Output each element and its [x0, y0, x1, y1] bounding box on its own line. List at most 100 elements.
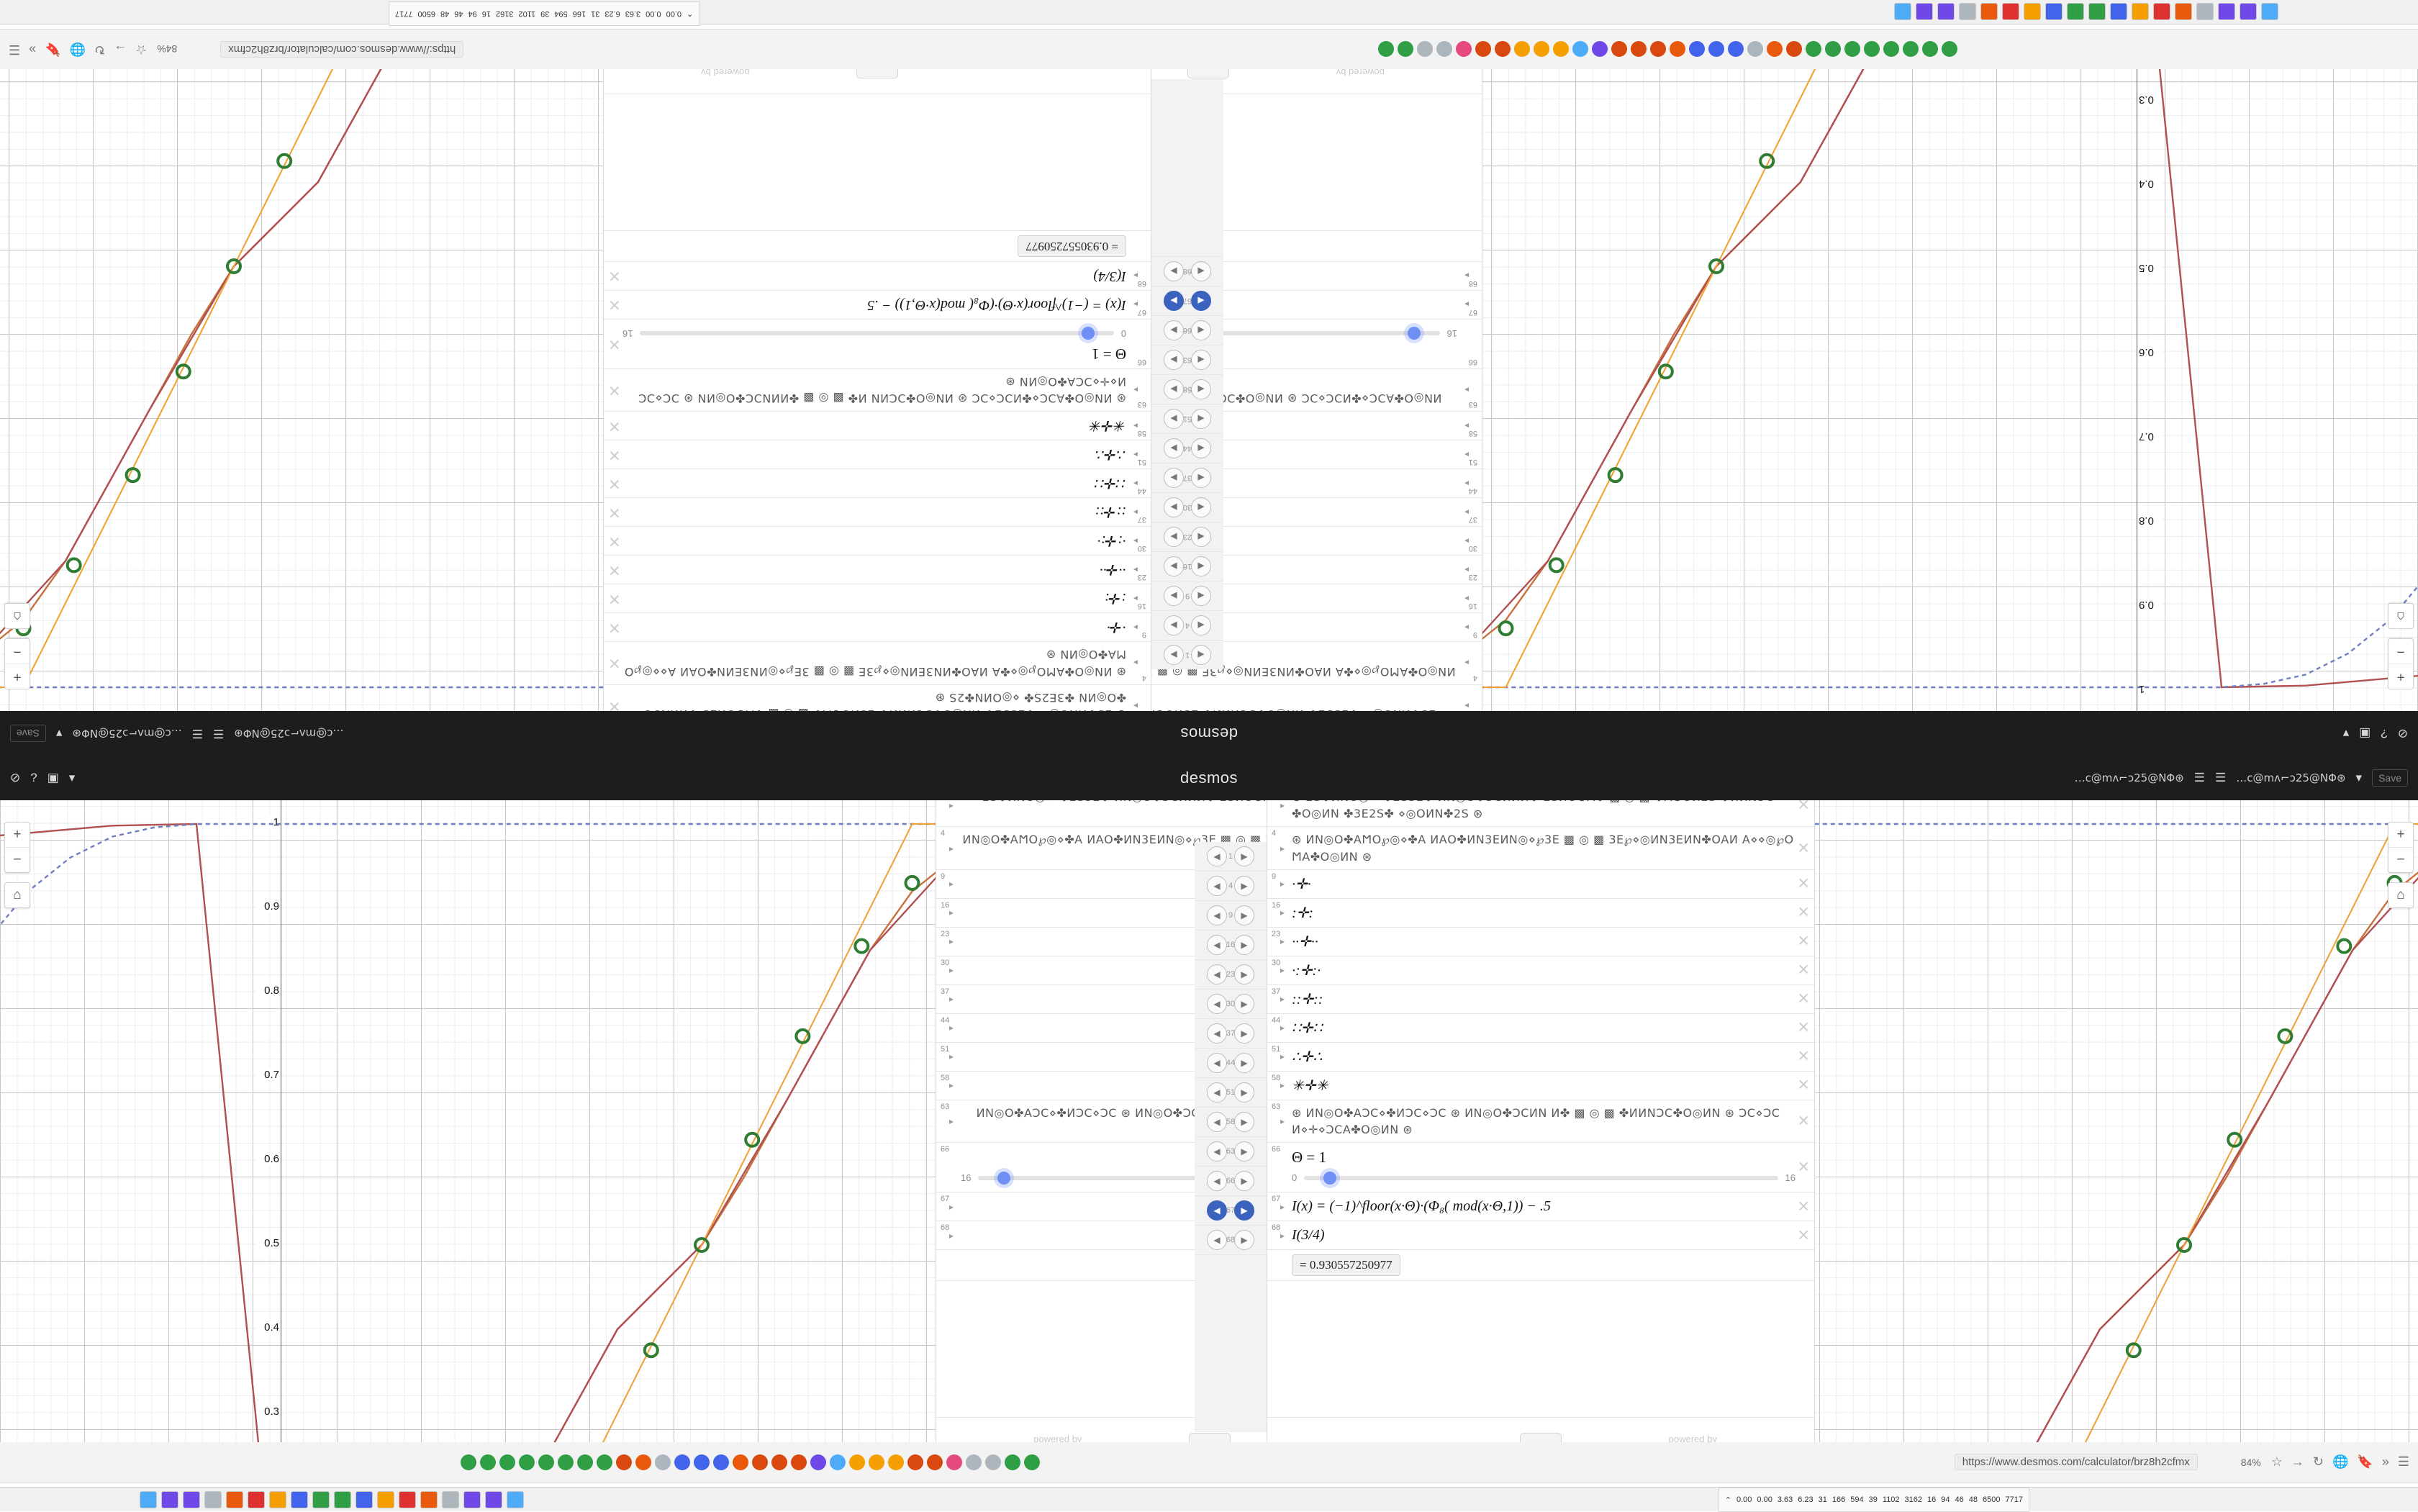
- taskbar-app-icon-8[interactable]: [312, 1490, 330, 1508]
- bookmark-favicon-22[interactable]: [888, 1454, 904, 1470]
- data-point[interactable]: [65, 557, 82, 574]
- delete-row-icon[interactable]: ✕: [608, 335, 621, 353]
- slider-knob[interactable]: [1082, 327, 1095, 340]
- expand-triangle-icon[interactable]: ▸: [1464, 658, 1469, 669]
- step-next-button[interactable]: ▶: [1234, 1141, 1254, 1162]
- expression-row[interactable]: 23 ✕ ▸ ··✛··: [604, 555, 1151, 584]
- data-point[interactable]: [1657, 363, 1674, 380]
- bookmark-favicon-16[interactable]: [771, 1454, 787, 1470]
- delete-row-icon[interactable]: ✕: [608, 381, 621, 399]
- delete-row-icon[interactable]: ✕: [1797, 1019, 1810, 1036]
- expand-triangle-icon[interactable]: ▸: [1280, 800, 1285, 811]
- expand-triangle-icon[interactable]: ▸: [949, 843, 954, 854]
- wm-caret-icon-3[interactable]: ▾: [68, 771, 76, 784]
- data-point[interactable]: [276, 153, 293, 169]
- bookmark-favicon-5[interactable]: [558, 1454, 574, 1470]
- home-icon[interactable]: ⌂: [2396, 609, 2405, 624]
- step-prev-button[interactable]: ◀: [1191, 438, 1211, 458]
- star-icon[interactable]: ☆: [135, 42, 148, 57]
- zoom-out-button[interactable]: −: [2396, 852, 2405, 867]
- wm-task-label-d[interactable]: …c@mʌ⌐ɔ25@NΦ⊛: [2236, 771, 2346, 784]
- taskbar-app-icon-1[interactable]: [161, 1490, 178, 1508]
- taskbar-app-icon-7[interactable]: [291, 1490, 308, 1508]
- bookmark-favicon-18[interactable]: [810, 1454, 826, 1470]
- expand-triangle-icon[interactable]: ▸: [949, 879, 954, 889]
- step-next-button[interactable]: ▶: [1164, 497, 1184, 517]
- expression-row[interactable]: 9 ✕ ▸ ·✛·: [604, 612, 1151, 642]
- expand-triangle-icon[interactable]: ▸: [949, 936, 954, 947]
- wm-list-icon-b[interactable]: ☰: [191, 727, 203, 741]
- taskbar-app-icon-8[interactable]: [2088, 3, 2106, 21]
- hamburger-icon[interactable]: ☰: [9, 42, 21, 57]
- expression-row[interactable]: 30 ✕ ▸ ·:✛:·: [604, 526, 1151, 556]
- expand-triangle-icon[interactable]: ▸: [1133, 658, 1138, 669]
- delete-row-icon[interactable]: ✕: [1797, 961, 1810, 979]
- delete-row-icon[interactable]: ✕: [608, 654, 621, 671]
- expression-row[interactable]: 58 ✕ ▸ ✳✛✳: [604, 411, 1151, 440]
- expression-row[interactable]: 51 ✕ ▸ ∴✛∴: [1267, 1043, 1814, 1072]
- step-prev-button[interactable]: ◀: [1207, 1171, 1227, 1191]
- zoom-in-button[interactable]: +: [5, 664, 30, 689]
- step-next-button[interactable]: ▶: [1234, 1053, 1254, 1073]
- expand-triangle-icon[interactable]: ▸: [1280, 1023, 1285, 1033]
- data-point[interactable]: [2277, 1028, 2294, 1044]
- delete-row-icon[interactable]: ✕: [1797, 1113, 1810, 1130]
- bookmark-favicon-24[interactable]: [1475, 41, 1491, 58]
- data-point[interactable]: [1498, 620, 1514, 637]
- step-next-button[interactable]: ▶: [1164, 261, 1184, 281]
- data-point[interactable]: [1759, 153, 1775, 169]
- bookmark-favicon-12[interactable]: [694, 1454, 710, 1470]
- expand-triangle-icon[interactable]: ▸: [949, 1201, 954, 1212]
- expression-row[interactable]: 16 ✕ ▸:✛:: [604, 584, 1151, 613]
- expand-triangle-icon[interactable]: ▸: [1280, 965, 1285, 976]
- bookmark-favicon-20[interactable]: [1553, 41, 1569, 58]
- wm-list-icon-a[interactable]: ☰: [212, 727, 225, 741]
- expand-triangle-icon[interactable]: ▸: [1464, 478, 1469, 489]
- bookmark-favicon-19[interactable]: [830, 1454, 846, 1470]
- step-prev-button[interactable]: ◀: [1207, 994, 1227, 1014]
- expand-triangle-icon[interactable]: ▸: [949, 1080, 954, 1091]
- wm-help-icon-2[interactable]: ?: [30, 771, 37, 784]
- slider-rail[interactable]: 0 16: [1292, 1171, 1796, 1185]
- step-prev-button[interactable]: ◀: [1207, 846, 1227, 866]
- expand-triangle-icon[interactable]: ▸: [1133, 700, 1138, 711]
- expand-triangle-icon[interactable]: ▸: [1464, 449, 1469, 460]
- step-prev-button[interactable]: ◀: [1191, 615, 1211, 635]
- reload-icon[interactable]: ↻: [2312, 1454, 2324, 1469]
- bookmark-favicon-7[interactable]: [597, 1454, 612, 1470]
- expand-triangle-icon[interactable]: ▸: [949, 1115, 954, 1126]
- taskbar-app-icon-15[interactable]: [463, 1490, 481, 1508]
- taskbar-app-icon-4[interactable]: [2175, 3, 2192, 21]
- bookmark-favicon-17[interactable]: [1611, 41, 1627, 58]
- bookmark-favicon-15[interactable]: [752, 1454, 768, 1470]
- bookmark-favicon-29[interactable]: [1378, 41, 1394, 58]
- expression-row[interactable]: 44 ✕ ▸ ∷✛∷: [604, 468, 1151, 498]
- globe-icon[interactable]: 🌐: [69, 42, 86, 57]
- zoom-in-button[interactable]: +: [5, 823, 30, 848]
- data-point[interactable]: [1548, 557, 1565, 574]
- expand-triangle-icon[interactable]: ▸: [1133, 420, 1138, 431]
- taskbar-app-icon-15[interactable]: [1937, 3, 1955, 21]
- taskbar-app-icon-17[interactable]: [507, 1490, 524, 1508]
- taskbar-app-icon-16[interactable]: [1916, 3, 1933, 21]
- slider-track[interactable]: [1304, 1171, 1778, 1185]
- expand-triangle-icon[interactable]: ▸: [1280, 1230, 1285, 1241]
- expand-triangle-icon[interactable]: ▸: [1280, 1051, 1285, 1062]
- reload-icon[interactable]: ↻: [94, 42, 106, 57]
- taskbar-app-icon-10[interactable]: [356, 1490, 373, 1508]
- url-bar[interactable]: https://www.desmos.com/calculator/brz8h2…: [1954, 1454, 2198, 1470]
- step-prev-button[interactable]: ◀: [1207, 876, 1227, 896]
- wm-window-icon-2[interactable]: ▣: [47, 771, 59, 784]
- delete-row-icon[interactable]: ✕: [608, 590, 621, 607]
- bookmark-favicon-19[interactable]: [1572, 41, 1588, 58]
- delete-row-icon[interactable]: ✕: [1797, 1227, 1810, 1244]
- taskbar-app-icon-10[interactable]: [2045, 3, 2062, 21]
- expression-row[interactable]: 23 ✕ ▸ ··✛··: [1267, 928, 1814, 956]
- delete-row-icon[interactable]: ✕: [1797, 1159, 1810, 1176]
- wm-task-label-a[interactable]: …c@mʌ⌐ɔ25@NΦ⊛: [234, 727, 344, 740]
- bookmark-favicon-25[interactable]: [1456, 41, 1472, 58]
- taskbar-app-icon-9[interactable]: [2067, 3, 2084, 21]
- wm-caret-icon-4[interactable]: ▾: [2355, 771, 2363, 784]
- delete-row-icon[interactable]: ✕: [608, 619, 621, 636]
- step-prev-button[interactable]: ◀: [1207, 935, 1227, 955]
